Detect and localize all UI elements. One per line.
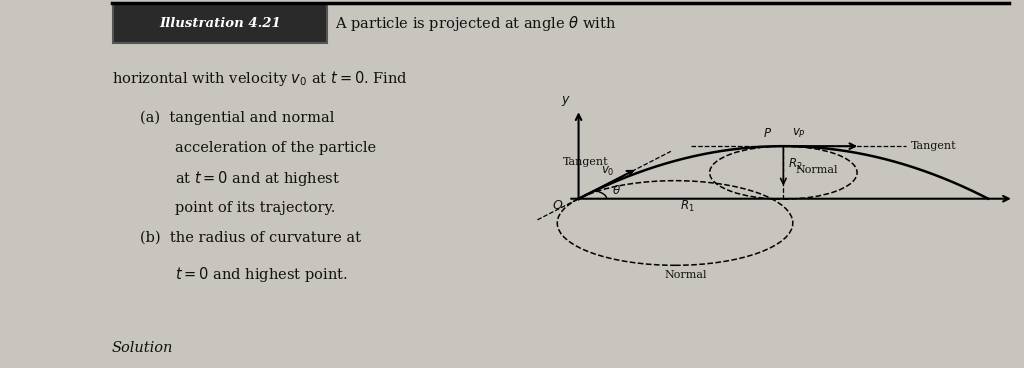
FancyBboxPatch shape [113, 4, 327, 43]
Text: Normal: Normal [664, 270, 707, 280]
Text: Tangent: Tangent [563, 158, 609, 167]
Text: $R_2$: $R_2$ [788, 157, 803, 172]
Text: $P$: $P$ [764, 127, 772, 139]
Text: A particle is projected at angle $\theta$ with: A particle is projected at angle $\theta… [335, 14, 616, 33]
Text: Normal: Normal [796, 165, 839, 175]
Text: point of its trajectory.: point of its trajectory. [175, 201, 336, 215]
Text: $\theta$: $\theta$ [612, 184, 622, 197]
Text: horizontal with velocity $v_0$ at $t = 0$. Find: horizontal with velocity $v_0$ at $t = 0… [112, 68, 408, 88]
Text: $t = 0$ and highest point.: $t = 0$ and highest point. [175, 265, 348, 284]
Text: acceleration of the particle: acceleration of the particle [175, 141, 376, 155]
Text: Tangent: Tangent [911, 141, 957, 151]
Text: $R_1$: $R_1$ [680, 198, 695, 213]
Text: (a)  tangential and normal: (a) tangential and normal [140, 111, 335, 125]
Text: Illustration 4.21: Illustration 4.21 [159, 17, 281, 30]
Text: $O$: $O$ [552, 199, 564, 212]
Text: Solution: Solution [112, 341, 173, 355]
Text: $v_0$: $v_0$ [601, 165, 614, 178]
Text: at $t = 0$ and at highest: at $t = 0$ and at highest [175, 169, 340, 188]
Text: $v_P$: $v_P$ [792, 127, 806, 139]
Text: $y$: $y$ [561, 93, 571, 107]
Text: (b)  the radius of curvature at: (b) the radius of curvature at [140, 231, 361, 245]
